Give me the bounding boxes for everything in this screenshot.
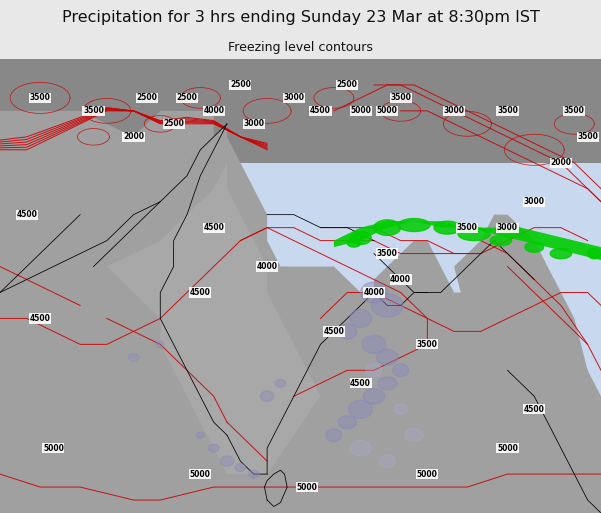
Polygon shape [454, 214, 601, 513]
Polygon shape [458, 228, 490, 241]
Text: 2000: 2000 [551, 159, 572, 167]
Text: 4500: 4500 [350, 379, 371, 388]
Text: 2500: 2500 [136, 93, 157, 103]
Polygon shape [378, 377, 397, 390]
Text: 2000: 2000 [123, 132, 144, 141]
Polygon shape [107, 163, 320, 474]
Text: 2500: 2500 [230, 81, 251, 89]
Text: 4500: 4500 [190, 288, 211, 297]
Polygon shape [350, 309, 371, 327]
Text: 3500: 3500 [564, 106, 585, 115]
Polygon shape [209, 444, 219, 452]
Polygon shape [248, 470, 259, 478]
Polygon shape [392, 364, 409, 377]
Polygon shape [350, 231, 371, 245]
Polygon shape [349, 400, 373, 418]
Text: 4500: 4500 [323, 327, 344, 336]
Text: 5000: 5000 [497, 444, 518, 452]
Polygon shape [371, 294, 403, 317]
Text: 3500: 3500 [417, 340, 438, 349]
Polygon shape [0, 111, 601, 513]
Text: 4500: 4500 [29, 314, 50, 323]
Polygon shape [404, 429, 423, 442]
Text: 3000: 3000 [497, 223, 518, 232]
Text: 4500: 4500 [310, 106, 331, 115]
Polygon shape [260, 391, 274, 402]
Polygon shape [0, 59, 601, 163]
Text: 5000: 5000 [350, 106, 371, 115]
Text: 4500: 4500 [524, 405, 545, 413]
Text: 5000: 5000 [43, 444, 64, 452]
Polygon shape [326, 429, 342, 442]
Polygon shape [364, 388, 385, 404]
Polygon shape [374, 253, 427, 305]
Polygon shape [525, 242, 543, 252]
Text: 3500: 3500 [577, 132, 598, 141]
Text: 5000: 5000 [297, 483, 317, 491]
Text: 4000: 4000 [390, 275, 411, 284]
Polygon shape [377, 349, 398, 365]
Polygon shape [398, 219, 430, 231]
Text: 3000: 3000 [444, 106, 465, 115]
Polygon shape [350, 440, 371, 456]
Text: 4000: 4000 [203, 106, 224, 115]
Polygon shape [0, 111, 214, 292]
Text: 4000: 4000 [257, 262, 278, 271]
Text: 3500: 3500 [457, 223, 478, 232]
Text: 2500: 2500 [337, 81, 358, 89]
Text: 3000: 3000 [523, 197, 545, 206]
Polygon shape [275, 380, 286, 387]
Text: 4000: 4000 [364, 288, 385, 297]
Text: 3500: 3500 [497, 106, 518, 115]
Text: 3500: 3500 [390, 93, 411, 103]
Text: 4500: 4500 [16, 210, 37, 219]
Polygon shape [338, 324, 356, 339]
Polygon shape [490, 235, 511, 246]
Text: 3000: 3000 [283, 93, 304, 103]
Polygon shape [264, 471, 287, 506]
Polygon shape [361, 282, 387, 303]
Text: 5000: 5000 [417, 469, 438, 479]
Polygon shape [347, 239, 361, 247]
Polygon shape [379, 455, 395, 467]
Text: 3000: 3000 [243, 120, 264, 128]
Polygon shape [374, 220, 401, 235]
Text: 4500: 4500 [203, 223, 224, 232]
Polygon shape [128, 353, 139, 361]
Text: 3500: 3500 [29, 93, 50, 103]
Polygon shape [197, 432, 204, 439]
Polygon shape [588, 248, 601, 259]
Text: 2500: 2500 [177, 93, 197, 103]
Text: Precipitation for 3 hrs ending Sunday 23 Mar at 8:30pm IST: Precipitation for 3 hrs ending Sunday 23… [61, 10, 540, 25]
Polygon shape [221, 456, 234, 466]
Text: 2500: 2500 [163, 120, 184, 128]
Polygon shape [235, 464, 246, 471]
Text: 5000: 5000 [377, 106, 398, 115]
Text: 3500: 3500 [83, 106, 104, 115]
Polygon shape [434, 221, 461, 234]
Polygon shape [551, 248, 572, 259]
Polygon shape [338, 416, 356, 429]
Text: 3500: 3500 [377, 249, 398, 258]
Text: Freezing level contours: Freezing level contours [228, 41, 373, 54]
Polygon shape [366, 364, 382, 377]
Polygon shape [394, 404, 407, 415]
Polygon shape [362, 336, 386, 353]
Polygon shape [156, 341, 164, 348]
Text: 5000: 5000 [190, 469, 211, 479]
Polygon shape [334, 221, 601, 260]
